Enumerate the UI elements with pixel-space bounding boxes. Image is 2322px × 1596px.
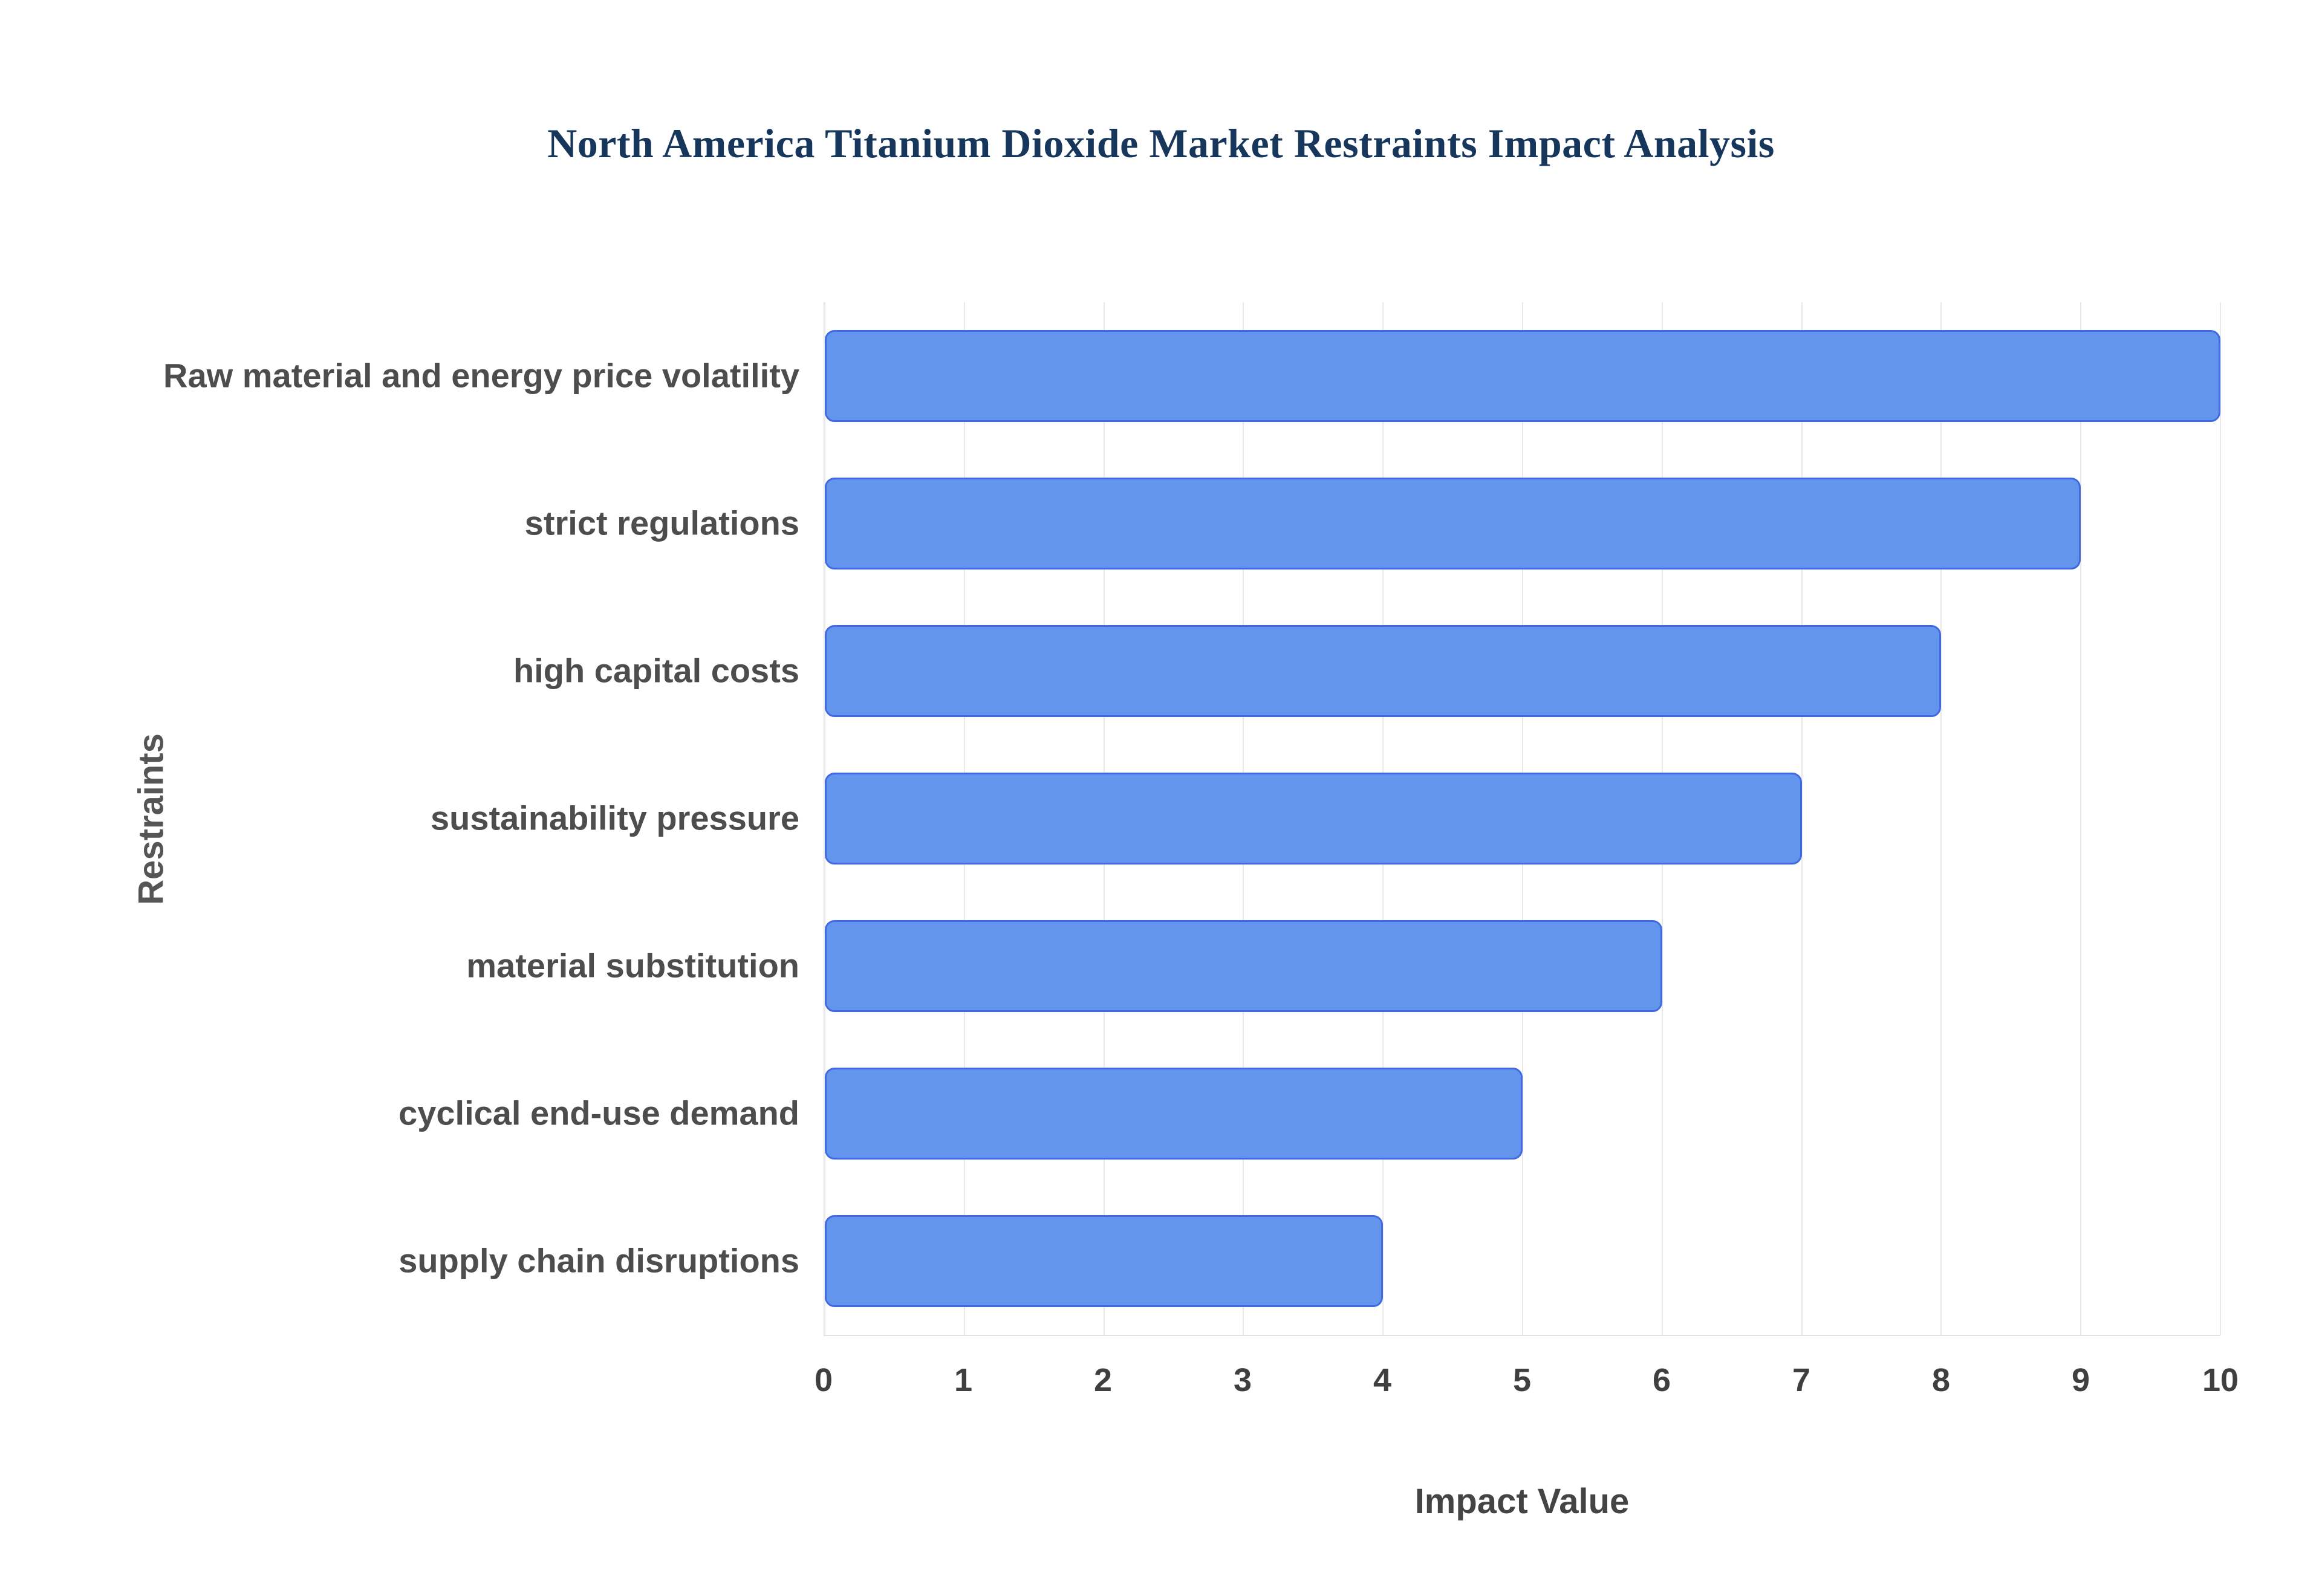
x-tick-label: 0 (814, 1362, 833, 1398)
category-label: strict regulations (524, 504, 799, 542)
category-label: high capital costs (513, 651, 799, 690)
bar (825, 330, 2220, 422)
category-label: supply chain disruptions (398, 1241, 799, 1280)
plot-area: Raw material and energy price volatility… (163, 302, 2221, 1336)
category-label: material substitution (466, 946, 799, 985)
bar-row: material substitution (466, 892, 2220, 1040)
x-tick-label: 2 (1093, 1362, 1113, 1398)
bar-row: high capital costs (513, 597, 2220, 745)
bar (825, 1215, 1384, 1307)
grid-line (2220, 302, 2221, 1335)
bar (825, 478, 2081, 569)
category-label: Raw material and energy price volatility (163, 356, 799, 395)
bar-row: cyclical end-use demand (398, 1040, 2220, 1187)
chart-title: North America Titanium Dioxide Market Re… (547, 120, 1775, 166)
grid-line (2080, 302, 2082, 1335)
category-label: cyclical end-use demand (398, 1094, 799, 1132)
x-tick-label: 3 (1233, 1362, 1252, 1398)
bar (825, 773, 1802, 864)
grid-line (1801, 302, 1803, 1335)
bars-layer: Raw material and energy price volatility… (163, 302, 2220, 1335)
bar (825, 625, 1942, 717)
bar (825, 920, 1662, 1012)
x-tick-label: 10 (2202, 1362, 2239, 1398)
bar-row: strict regulations (525, 450, 2220, 597)
bar-row: sustainability pressure (431, 745, 2220, 892)
x-axis-ticks: 0 1 2 3 4 5 6 7 8 9 10 (815, 1361, 2239, 1410)
x-tick-label: 1 (954, 1362, 973, 1398)
bar (825, 1068, 1523, 1160)
x-tick-label: 5 (1512, 1362, 1532, 1398)
x-tick-label: 7 (1792, 1362, 1811, 1398)
x-tick-label: 8 (1931, 1362, 1951, 1398)
x-axis-title: Impact Value (1414, 1482, 1630, 1521)
bar-row: Raw material and energy price volatility (163, 302, 2220, 450)
bar-row: supply chain disruptions (398, 1187, 2220, 1335)
category-label: sustainability pressure (430, 799, 799, 837)
x-tick-label: 6 (1652, 1362, 1671, 1398)
x-tick-label: 9 (2071, 1362, 2090, 1398)
x-tick-label: 4 (1373, 1362, 1392, 1398)
grid-line (1940, 302, 1942, 1335)
